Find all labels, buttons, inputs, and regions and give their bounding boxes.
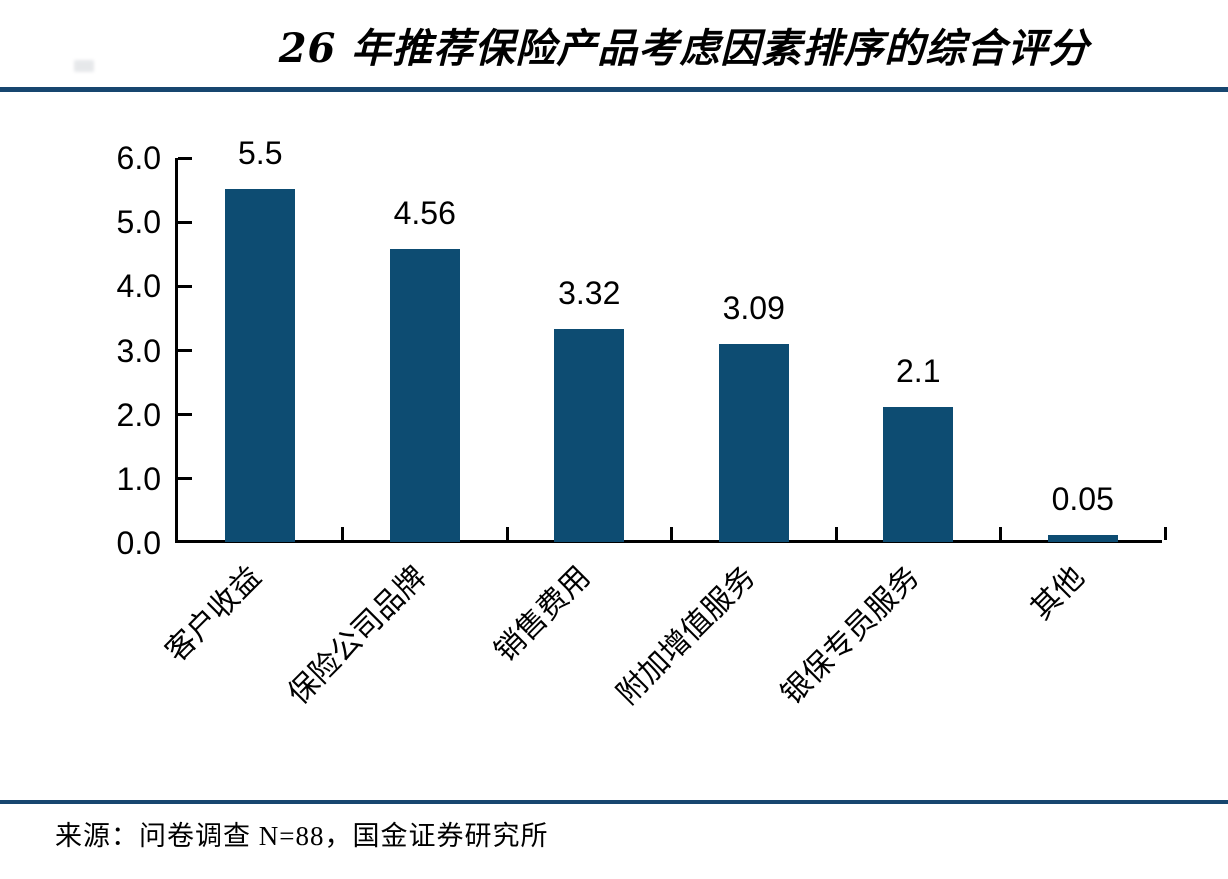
bar-value-label-2: 4.56 [393, 195, 456, 232]
y-tick-label-3.0: 3.0 [116, 332, 161, 369]
plot-area: 5.5 客户收益 4.56 保险公司品牌 3.32 销售费用 3.09 附加增值服务 2.1 银保… [117, 137, 1167, 711]
source-note: 来源：问卷调查 N=88，国金证券研究所 [55, 821, 549, 851]
faint-watermark-smudge [74, 60, 94, 72]
x-axis-tick-3 [670, 527, 673, 540]
y-tick-label-0.0: 0.0 [116, 525, 161, 561]
bar-value-label-4: 3.09 [722, 289, 785, 326]
bar-value-label-3: 3.32 [558, 274, 621, 311]
y-tick-label-5.0: 5.0 [116, 204, 161, 241]
bar-3 [554, 328, 625, 542]
x-axis-tick-5 [999, 527, 1002, 540]
bar-value-label-5: 2.1 [896, 353, 941, 390]
y-axis-tick-2.0 [178, 413, 192, 417]
y-axis-tick-6.0 [178, 156, 192, 160]
x-axis-tick-2 [505, 527, 509, 540]
bar-4 [718, 343, 789, 542]
bar-value-label-1: 5.5 [238, 135, 283, 172]
footer-divider-line [0, 800, 1228, 804]
y-axis-tick-1.0 [178, 477, 192, 481]
y-tick-label-6.0: 6.0 [116, 140, 161, 176]
chart-title: 26 年推荐保险产品考虑因素排序的综合评分 [278, 25, 1090, 72]
y-tick-label-4.0: 4.0 [116, 268, 161, 305]
y-axis-tick-3.0 [178, 349, 192, 352]
x-axis-tick-1 [341, 527, 344, 540]
x-axis-tick-4 [834, 527, 838, 540]
title-divider-line [0, 87, 1228, 92]
y-axis-tick-4.0 [178, 284, 192, 288]
y-tick-label-1.0: 1.0 [116, 460, 161, 497]
y-axis-tick-5.0 [178, 220, 192, 224]
bar-6 [1047, 535, 1118, 542]
bar-2 [389, 249, 460, 542]
bar-value-label-6: 0.05 [1051, 481, 1114, 517]
y-tick-label-2.0: 2.0 [116, 396, 161, 433]
bar-1 [225, 189, 296, 542]
bar-5 [883, 407, 954, 542]
x-axis-tick-6 [1163, 527, 1167, 540]
